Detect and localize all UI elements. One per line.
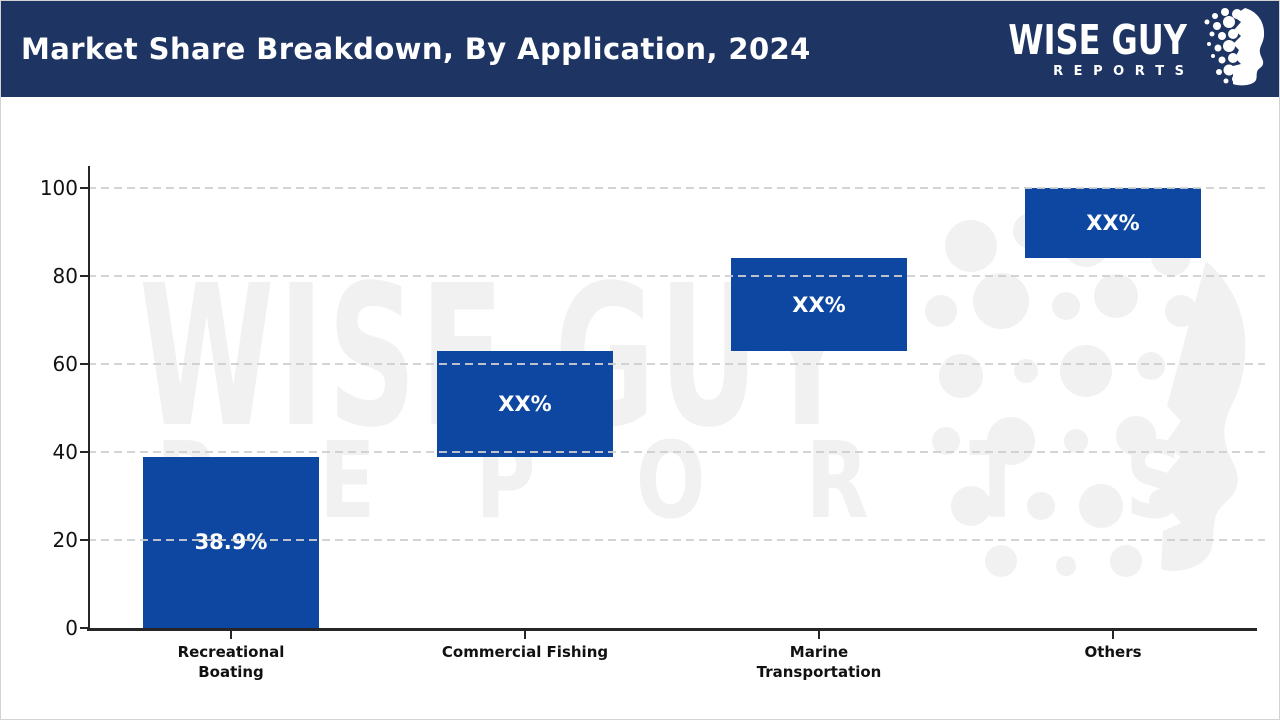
bar-value-label: XX%: [792, 292, 846, 317]
bar-value-label: XX%: [498, 391, 552, 416]
brand-logo: WISE GUY R E P O R T S: [958, 6, 1279, 92]
bar-marine-transportation: XX%: [731, 258, 907, 351]
brand-logo-text: WISE GUY R E P O R T S: [958, 15, 1187, 79]
brand-name: WISE GUY: [1008, 15, 1187, 64]
x-category-label: Commercial Fishing: [441, 643, 609, 661]
y-tickmark-60: [80, 363, 88, 365]
bar-value-label: XX%: [1086, 211, 1140, 236]
y-tickmark-100: [80, 187, 88, 189]
brand-subname: R E P O R T S: [1053, 63, 1187, 79]
y-tick-label-80: 80: [52, 264, 78, 288]
waterfall-chart: 0 20 40 60 80 100 38.9% XX% XX% XX% Recreational Bo…: [1, 97, 1279, 719]
gridline-80: [88, 275, 1265, 277]
brand-head-icon: [1189, 6, 1267, 92]
x-category-label: Others: [1084, 643, 1142, 661]
y-tick-label-60: 60: [52, 352, 78, 376]
page-title: Market Share Breakdown, By Application, …: [21, 32, 811, 66]
bar-commercial-fishing: XX%: [437, 350, 613, 457]
gridline-100: [88, 187, 1265, 189]
y-tick-label-100: 100: [39, 176, 78, 200]
y-tickmark-40: [80, 451, 88, 453]
x-axis-spine: [87, 628, 1257, 631]
header-band: Market Share Breakdown, By Application, …: [1, 1, 1279, 97]
y-tick-label-40: 40: [52, 440, 78, 464]
y-axis-spine: [88, 166, 90, 631]
bar-others: XX%: [1025, 188, 1201, 259]
x-tickmark-2: [818, 631, 820, 639]
watermark-head-dots-icon: [851, 201, 1271, 605]
y-tick-label-0: 0: [65, 616, 78, 640]
x-tickmark-0: [230, 631, 232, 639]
x-category-label: Recreational Boating: [177, 643, 285, 681]
x-tickmark-1: [524, 631, 526, 639]
bar-recreational-boating: 38.9%: [143, 456, 319, 628]
gridline-60: [88, 363, 1265, 365]
y-tickmark-20: [80, 539, 88, 541]
y-tickmark-0: [80, 627, 88, 629]
x-tickmark-3: [1112, 631, 1114, 639]
gridline-40: [88, 451, 1265, 453]
x-category-label: Marine Transportation: [756, 643, 882, 681]
y-tick-label-20: 20: [52, 528, 78, 552]
bar-value-label: 38.9%: [194, 530, 268, 555]
y-tickmark-80: [80, 275, 88, 277]
gridline-20: [88, 539, 1265, 541]
